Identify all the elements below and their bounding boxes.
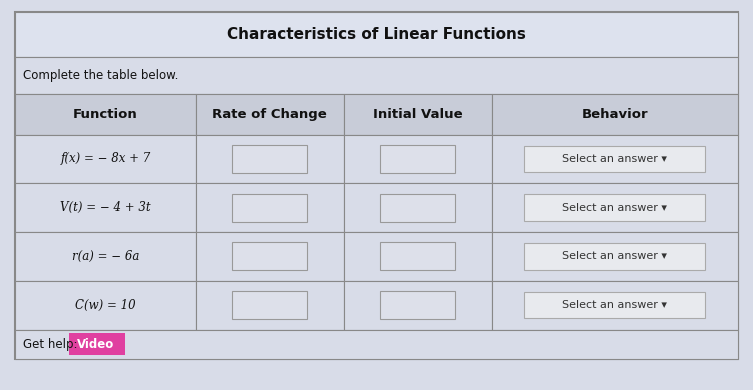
FancyBboxPatch shape [524, 243, 705, 270]
Text: Initial Value: Initial Value [373, 108, 462, 121]
FancyBboxPatch shape [380, 291, 456, 319]
FancyBboxPatch shape [69, 333, 125, 355]
FancyBboxPatch shape [492, 94, 738, 135]
Text: Characteristics of Linear Functions: Characteristics of Linear Functions [227, 27, 526, 42]
FancyBboxPatch shape [343, 232, 492, 281]
FancyBboxPatch shape [15, 330, 738, 359]
FancyBboxPatch shape [15, 183, 196, 232]
FancyBboxPatch shape [524, 145, 705, 172]
Text: r(a) = − 6a: r(a) = − 6a [72, 250, 139, 263]
FancyBboxPatch shape [232, 145, 307, 173]
Text: Complete the table below.: Complete the table below. [23, 69, 178, 82]
FancyBboxPatch shape [15, 281, 196, 330]
FancyBboxPatch shape [380, 145, 456, 173]
FancyBboxPatch shape [232, 242, 307, 271]
FancyBboxPatch shape [15, 57, 738, 94]
FancyBboxPatch shape [196, 183, 343, 232]
FancyBboxPatch shape [196, 135, 343, 183]
FancyBboxPatch shape [15, 12, 738, 359]
Text: C(w) = 10: C(w) = 10 [75, 299, 136, 312]
FancyBboxPatch shape [232, 291, 307, 319]
FancyBboxPatch shape [343, 183, 492, 232]
FancyBboxPatch shape [492, 281, 738, 330]
Text: Behavior: Behavior [581, 108, 648, 121]
FancyBboxPatch shape [492, 135, 738, 183]
FancyBboxPatch shape [196, 232, 343, 281]
Text: Select an answer ▾: Select an answer ▾ [562, 300, 667, 310]
Text: Select an answer ▾: Select an answer ▾ [562, 203, 667, 213]
FancyBboxPatch shape [380, 242, 456, 271]
FancyBboxPatch shape [492, 232, 738, 281]
Text: Select an answer ▾: Select an answer ▾ [562, 252, 667, 261]
FancyBboxPatch shape [492, 183, 738, 232]
FancyBboxPatch shape [15, 232, 196, 281]
FancyBboxPatch shape [524, 292, 705, 318]
Text: Function: Function [73, 108, 138, 121]
FancyBboxPatch shape [15, 94, 196, 135]
FancyBboxPatch shape [15, 135, 196, 183]
FancyBboxPatch shape [15, 12, 738, 57]
Text: Select an answer ▾: Select an answer ▾ [562, 154, 667, 164]
FancyBboxPatch shape [343, 135, 492, 183]
FancyBboxPatch shape [196, 281, 343, 330]
FancyBboxPatch shape [232, 193, 307, 222]
FancyBboxPatch shape [343, 94, 492, 135]
Text: V(t) = − 4 + 3t: V(t) = − 4 + 3t [60, 201, 151, 214]
FancyBboxPatch shape [343, 281, 492, 330]
Text: Video: Video [77, 338, 114, 351]
FancyBboxPatch shape [380, 193, 456, 222]
Text: Get help:: Get help: [23, 338, 84, 351]
FancyBboxPatch shape [524, 194, 705, 221]
FancyBboxPatch shape [196, 94, 343, 135]
Text: f(x) = − 8x + 7: f(x) = − 8x + 7 [60, 152, 151, 165]
Text: Rate of Change: Rate of Change [212, 108, 327, 121]
